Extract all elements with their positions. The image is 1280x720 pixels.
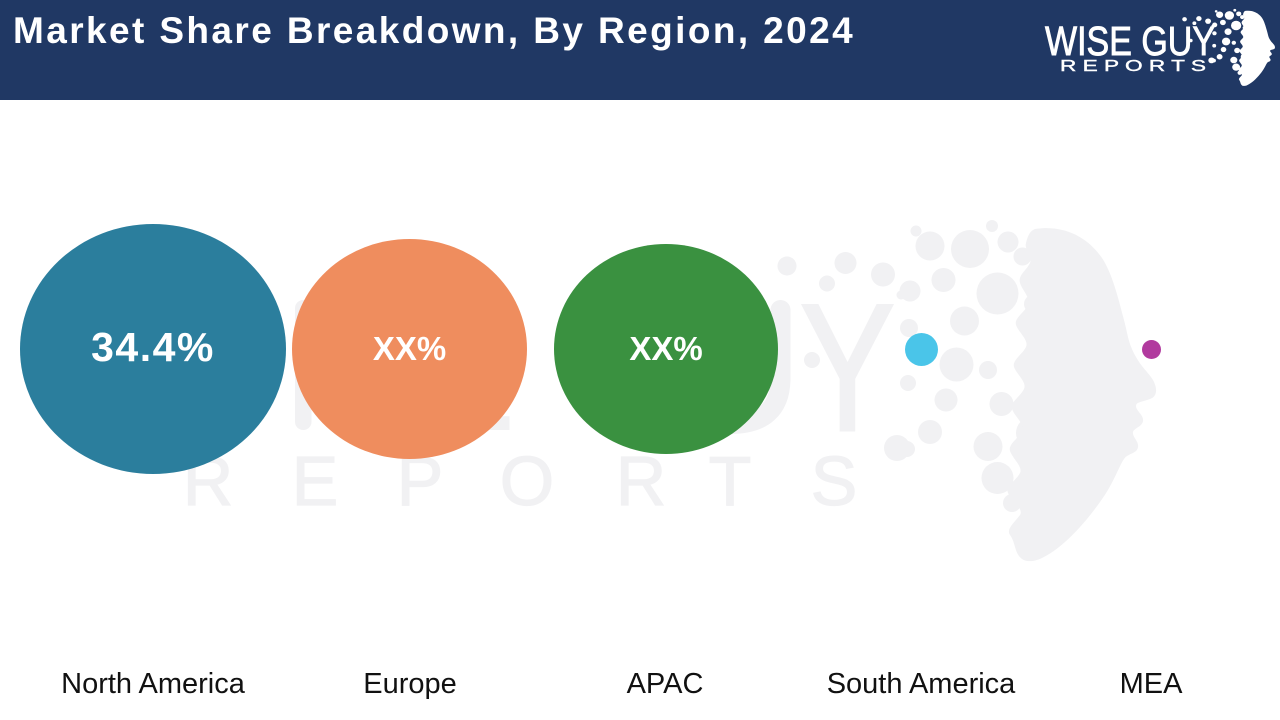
svg-text:Y: Y bbox=[800, 267, 895, 469]
svg-text:T: T bbox=[709, 442, 752, 520]
svg-text:E: E bbox=[292, 442, 339, 520]
svg-text:S: S bbox=[811, 442, 858, 520]
svg-text:R: R bbox=[616, 442, 667, 520]
svg-text:O: O bbox=[500, 442, 554, 520]
svg-text:R E P O R T S: R E P O R T S bbox=[1060, 58, 1206, 75]
svg-text:WISE GUY: WISE GUY bbox=[1045, 18, 1215, 64]
